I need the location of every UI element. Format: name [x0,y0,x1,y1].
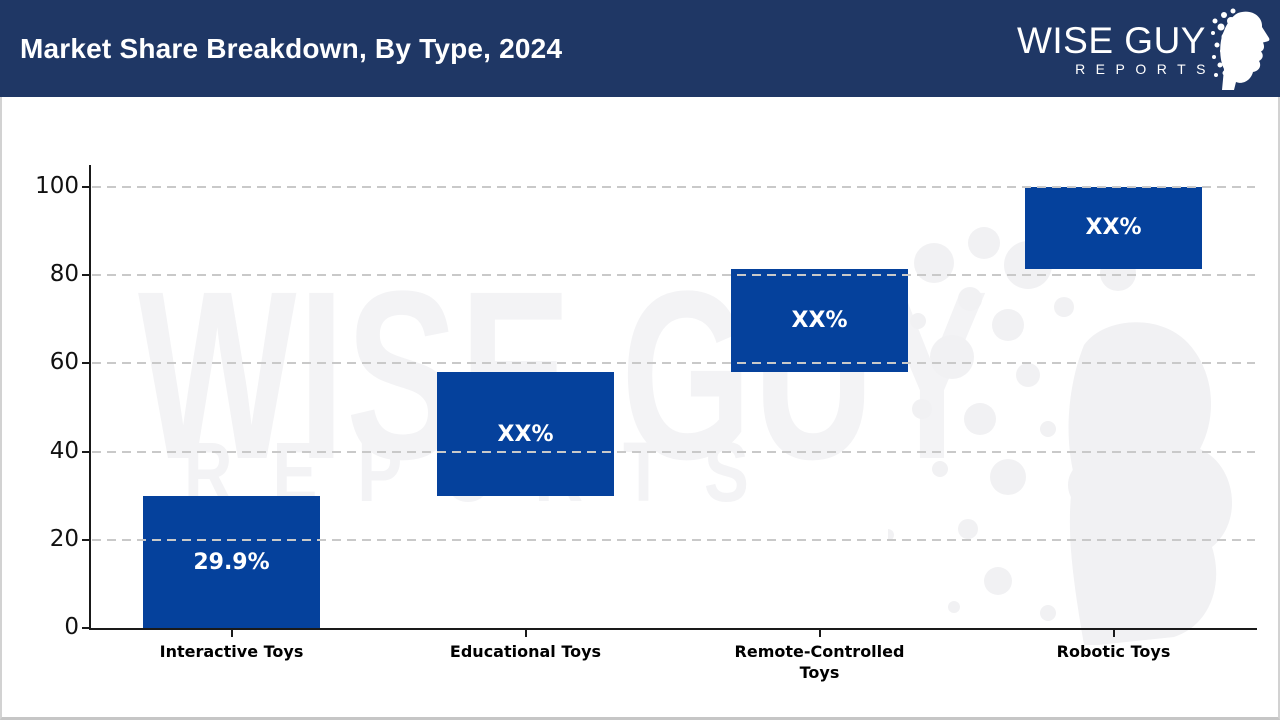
y-tick-mark [82,186,90,188]
y-tick-mark [82,538,90,541]
y-tick-label: 80 [49,261,79,288]
bar-value-label: XX% [497,421,554,447]
x-tick-mark [818,630,821,637]
y-tick-label: 40 [49,437,79,464]
brand-name: WISE GUY [1016,19,1206,61]
bar-value-label: XX% [1085,215,1142,241]
watermark-head-dots [888,227,1233,645]
bar: XX% [1025,187,1202,269]
bar-value-label: 29.9% [193,549,270,575]
gridline [92,186,1255,188]
x-axis-spine [89,628,1257,630]
chart-canvas: WISE GUY REPORTS 02040608010029.9%Intera… [0,97,1280,720]
x-category-label: Educational Toys [449,642,602,661]
x-category-label: Remote-Controlled Toys [734,642,905,682]
y-tick-mark [82,627,90,629]
x-tick-mark [524,630,527,637]
x-tick-mark [1112,630,1115,637]
brand-subtitle: REPORTS [1075,60,1216,77]
y-tick-mark [82,362,90,365]
y-tick-mark [82,450,90,453]
page-title: Market Share Breakdown, By Type, 2024 [20,32,563,64]
gridline [92,538,1255,541]
y-tick-mark [82,274,90,277]
x-category-label: Robotic Toys [1056,642,1171,661]
brand-face-icon [1211,8,1270,90]
header-bar: Market Share Breakdown, By Type, 2024 WI… [0,0,1280,97]
bar: 29.9% [143,496,320,628]
y-tick-label: 60 [49,349,79,376]
gridline [92,274,1255,277]
x-category-label: Interactive Toys [159,642,304,661]
bar: XX% [731,268,908,373]
gridline [92,450,1255,453]
bar-value-label: XX% [791,307,848,333]
y-tick-label: 100 [35,173,79,199]
bar: XX% [437,372,614,497]
brand-logo: WISE GUY REPORTS [1017,7,1272,91]
y-tick-label: 0 [64,614,79,640]
gridline [92,362,1255,365]
y-tick-label: 20 [49,525,79,552]
x-tick-mark [230,630,233,637]
y-axis-spine [89,165,91,630]
